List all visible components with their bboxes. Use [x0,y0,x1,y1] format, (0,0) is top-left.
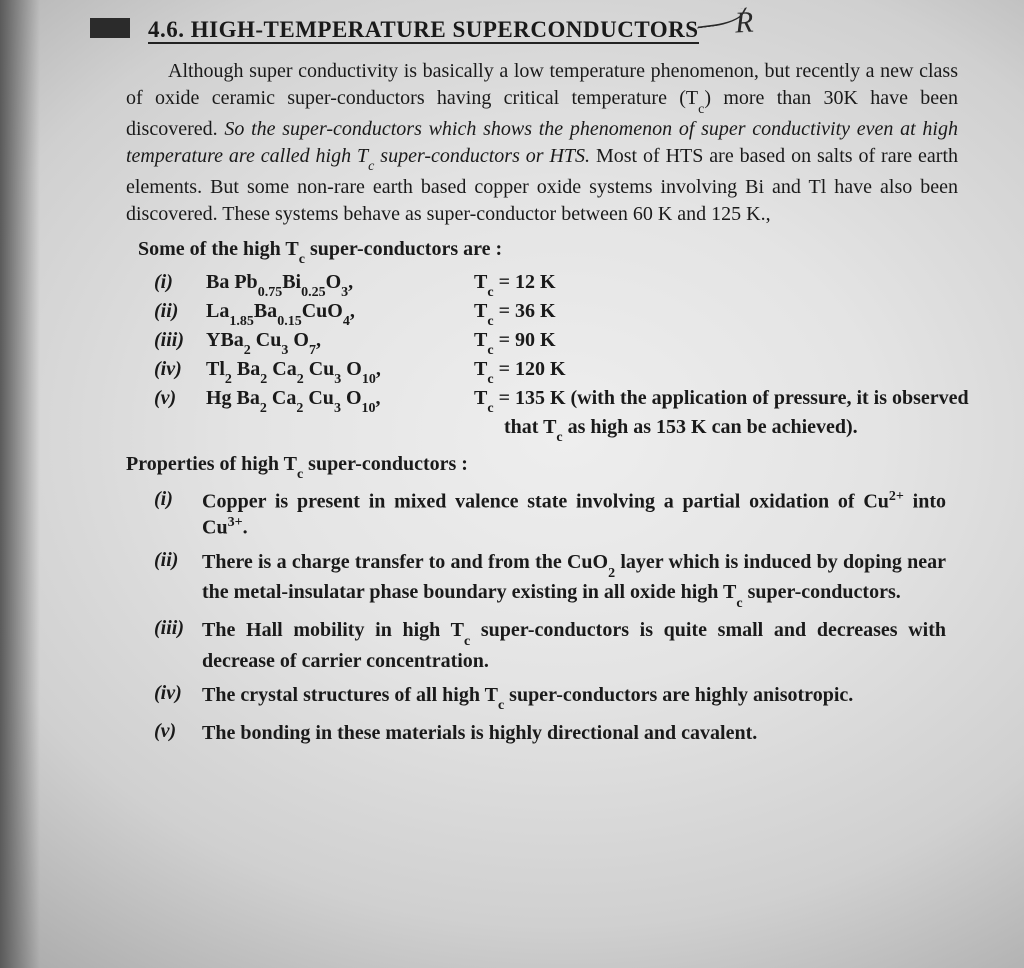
properties-subheading: Properties of high Tc super-conductors : [126,453,964,480]
property-row: (iv)The crystal structures of all high T… [154,682,964,712]
list-number: (ii) [154,549,202,572]
property-row: (ii)There is a charge transfer to and fr… [154,549,964,609]
intro-paragraph: Although super conductivity is basically… [126,58,958,228]
tc-value: Tc = 36 K [474,300,556,327]
section-title-text: HIGH-TEMPERATURE SUPERCONDUCTORS [191,17,699,42]
compound-formula: Tl2 Ba2 Ca2 Cu3 O10, [206,358,456,385]
property-row: (v)The bonding in these materials is hig… [154,720,964,746]
scanned-page: 4.6. HIGH-TEMPERATURE SUPERCONDUCTORS R … [0,0,1024,968]
compound-formula: La1.85Ba0.15CuO4, [206,300,456,327]
compound-row: (iv)Tl2 Ba2 Ca2 Cu3 O10, Tc = 120 K [154,358,964,385]
property-text: There is a charge transfer to and from t… [202,549,964,609]
compound-row: (ii)La1.85Ba0.15CuO4, Tc = 36 K [154,300,964,327]
properties-list: (i)Copper is present in mixed valence st… [154,488,964,746]
property-text: The crystal structures of all high Tc su… [202,682,964,712]
section-title: 4.6. HIGH-TEMPERATURE SUPERCONDUCTORS [148,17,699,44]
compound-formula: Ba Pb0.75Bi0.25O3, [206,271,456,298]
list-number: (iii) [154,329,206,352]
list-number: (ii) [154,300,206,323]
tc-value: Tc = 135 K (with the application of pres… [474,387,969,414]
compound-note-line2: that Tc as high as 153 K can be achieved… [504,416,964,443]
handwritten-annotation: R [717,6,753,44]
compound-row: (v)Hg Ba2 Ca2 Cu3 O10,Tc = 135 K (with t… [154,387,964,414]
list-number: (v) [154,387,206,410]
list-number: (iv) [154,682,202,705]
property-text: The bonding in these materials is highly… [202,720,964,746]
list-number: (i) [154,271,206,294]
section-marker-box [90,18,130,38]
compound-row: (i)Ba Pb0.75Bi0.25O3, Tc = 12 K [154,271,964,298]
tc-value: Tc = 12 K [474,271,556,298]
property-text: Copper is present in mixed valence state… [202,488,964,541]
tc-value: Tc = 120 K [474,358,566,385]
list-number: (iv) [154,358,206,381]
property-text: The Hall mobility in high Tc super-condu… [202,617,964,673]
list-number: (i) [154,488,202,511]
property-row: (iii)The Hall mobility in high Tc super-… [154,617,964,673]
list-number: (iii) [154,617,202,640]
compound-formula: Hg Ba2 Ca2 Cu3 O10, [206,387,456,414]
tc-value: Tc = 90 K [474,329,556,356]
section-number: 4.6. [148,17,185,42]
section-heading: 4.6. HIGH-TEMPERATURE SUPERCONDUCTORS R [90,0,964,44]
property-row: (i)Copper is present in mixed valence st… [154,488,964,541]
compound-row: (iii)YBa2 Cu3 O7, Tc = 90 K [154,329,964,356]
compound-list: (i)Ba Pb0.75Bi0.25O3,Tc = 12 K(ii)La1.85… [154,271,964,414]
list-number: (v) [154,720,202,743]
examples-subheading: Some of the high Tc super-conductors are… [138,238,964,265]
compound-formula: YBa2 Cu3 O7, [206,329,456,356]
binding-shadow [0,0,40,968]
